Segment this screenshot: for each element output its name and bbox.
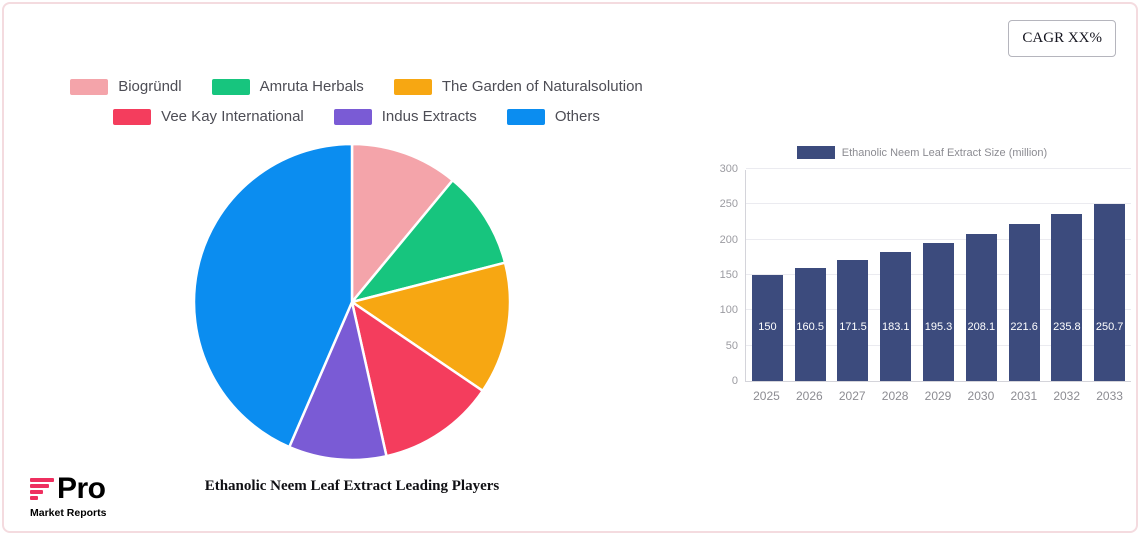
legend-swatch — [333, 108, 372, 125]
bars-container: 150 160.5 171.5 183.1 195.3 208.1 221.6 235.8 25… — [746, 170, 1131, 381]
pie-slice-the-garden-of-naturalsolution — [350, 261, 512, 393]
x-tick-label-2030: 2030 — [967, 389, 995, 403]
logo-line — [30, 490, 43, 494]
x-tick-label-2026: 2026 — [795, 389, 823, 403]
bar-value-label: 208.1 — [967, 321, 996, 333]
legend-item-biogr-ndl: Biogründl — [70, 78, 182, 95]
y-tick-label-200: 200 — [719, 233, 738, 246]
bar-slot-2025: 150 — [746, 170, 789, 381]
legend-label: Others — [554, 108, 600, 125]
bar-value-label: 183.1 — [881, 321, 910, 333]
y-tick-label-100: 100 — [719, 304, 738, 317]
bar-2030: 208.1 — [965, 233, 997, 381]
x-tick-label-2033: 2033 — [1096, 389, 1123, 403]
legend-swatch — [113, 108, 152, 125]
bar-slot-2027: 171.5 — [832, 170, 875, 381]
logo-title: Pro — [57, 472, 106, 505]
bar-slot-2026: 160.5 — [789, 170, 832, 381]
logo-line — [30, 478, 54, 482]
x-tick-label-2032: 2032 — [1053, 389, 1081, 403]
pie-slice-indus-extracts — [288, 300, 388, 462]
bar-slot-2033: 250.7 — [1088, 170, 1131, 381]
legend-label: Amruta Herbals — [259, 78, 364, 95]
bar-value-label: 250.7 — [1095, 321, 1124, 333]
bar-slot-2029: 195.3 — [917, 170, 960, 381]
pro-market-reports-logo: Pro Market Reports — [30, 474, 106, 519]
bar-legend-label: Ethanolic Neem Leaf Extract Size (millio… — [841, 146, 1048, 159]
legend-label: Indus Extracts — [381, 108, 477, 125]
x-tick-label-2027: 2027 — [838, 389, 866, 403]
pie-caption: Ethanolic Neem Leaf Extract Leading Play… — [204, 478, 500, 494]
legend-swatch — [70, 78, 109, 95]
cagr-badge: CAGR XX% — [1008, 20, 1116, 57]
legend-label: Vee Kay International — [161, 108, 304, 125]
logo-lines-icon — [30, 478, 54, 500]
bar-value-label: 171.5 — [839, 321, 867, 333]
bar-chart: Ethanolic Neem Leaf Extract Size (millio… — [707, 146, 1136, 403]
bar-slot-2030: 208.1 — [960, 170, 1003, 381]
bar-x-axis-labels: 2025 2026 2027 2028 2029 2030 2031 2032 2033 — [745, 389, 1131, 403]
pie-slice-others — [192, 142, 354, 449]
x-tick-label-2029: 2029 — [924, 389, 952, 403]
bar-value-label: 195.3 — [924, 321, 953, 333]
legend-item-vee-kay-international: Vee Kay International — [113, 108, 304, 125]
pie-legend: Biogründl Amruta Herbals The Garden of Nat… — [34, 78, 679, 138]
bar-chart-legend: Ethanolic Neem Leaf Extract Size (millio… — [707, 146, 1136, 159]
legend-label: The Garden of Naturalsolution — [441, 78, 643, 95]
gridline-200 — [746, 238, 1131, 240]
logo-line — [30, 496, 38, 500]
bar-slot-2028: 183.1 — [874, 170, 917, 381]
legend-swatch — [506, 108, 545, 125]
pie-slice-biogr-ndl — [350, 142, 454, 304]
gridline-300 — [746, 168, 1131, 169]
legend-row-1: Biogründl Amruta Herbals The Garden of Nat… — [34, 78, 679, 95]
gridline-250 — [746, 203, 1131, 205]
y-tick-label-250: 250 — [719, 198, 738, 211]
bar-value-label: 221.6 — [1010, 321, 1038, 333]
legend-swatch — [211, 78, 250, 95]
logo-subtitle: Market Reports — [30, 507, 107, 519]
x-tick-label-2025: 2025 — [753, 389, 780, 403]
pie-chart: Ethanolic Neem Leaf Extract Leading Play… — [187, 137, 517, 495]
bar-2025: 150 — [751, 275, 783, 381]
bar-value-label: 160.5 — [796, 321, 824, 333]
legend-swatch — [393, 78, 432, 95]
bar-legend-swatch — [796, 146, 835, 159]
bar-2027: 171.5 — [837, 259, 869, 381]
bar-value-label: 235.8 — [1053, 321, 1081, 333]
pie-svg — [192, 142, 512, 462]
x-tick-label-2028: 2028 — [881, 389, 909, 403]
bar-2026: 160.5 — [794, 267, 826, 381]
logo-line — [30, 484, 49, 488]
legend-item-amruta-herbals: Amruta Herbals — [211, 78, 364, 95]
legend-item-the-garden-of-naturalsolution: The Garden of Naturalsolution — [393, 78, 643, 95]
bar-2033: 250.7 — [1094, 203, 1126, 381]
legend-row-2: Vee Kay International Indus Extracts Other… — [34, 108, 679, 125]
bar-slot-2032: 235.8 — [1045, 170, 1088, 381]
legend-item-indus-extracts: Indus Extracts — [333, 108, 477, 125]
y-tick-label-0: 0 — [731, 375, 738, 387]
bar-value-label: 150 — [758, 321, 777, 333]
logo-row: Pro — [30, 474, 106, 504]
bar-slot-2031: 221.6 — [1003, 170, 1046, 381]
y-tick-label-300: 300 — [719, 163, 738, 175]
bar-plot-area: 0 50 100 150 200 250 300 150 160.5 171.5 183.1 195.… — [720, 163, 1131, 387]
x-tick-label-2031: 2031 — [1010, 389, 1038, 403]
y-tick-label-50: 50 — [725, 339, 738, 352]
legend-label: Biogründl — [118, 78, 182, 95]
pie-slice-vee-kay-international — [350, 300, 484, 458]
legend-item-others: Others — [506, 108, 600, 125]
bar-2028: 183.1 — [880, 251, 912, 381]
bar-2032: 235.8 — [1051, 214, 1083, 381]
bar-2031: 221.6 — [1008, 224, 1040, 381]
y-tick-label-150: 150 — [719, 269, 738, 281]
bar-2029: 195.3 — [923, 243, 955, 381]
